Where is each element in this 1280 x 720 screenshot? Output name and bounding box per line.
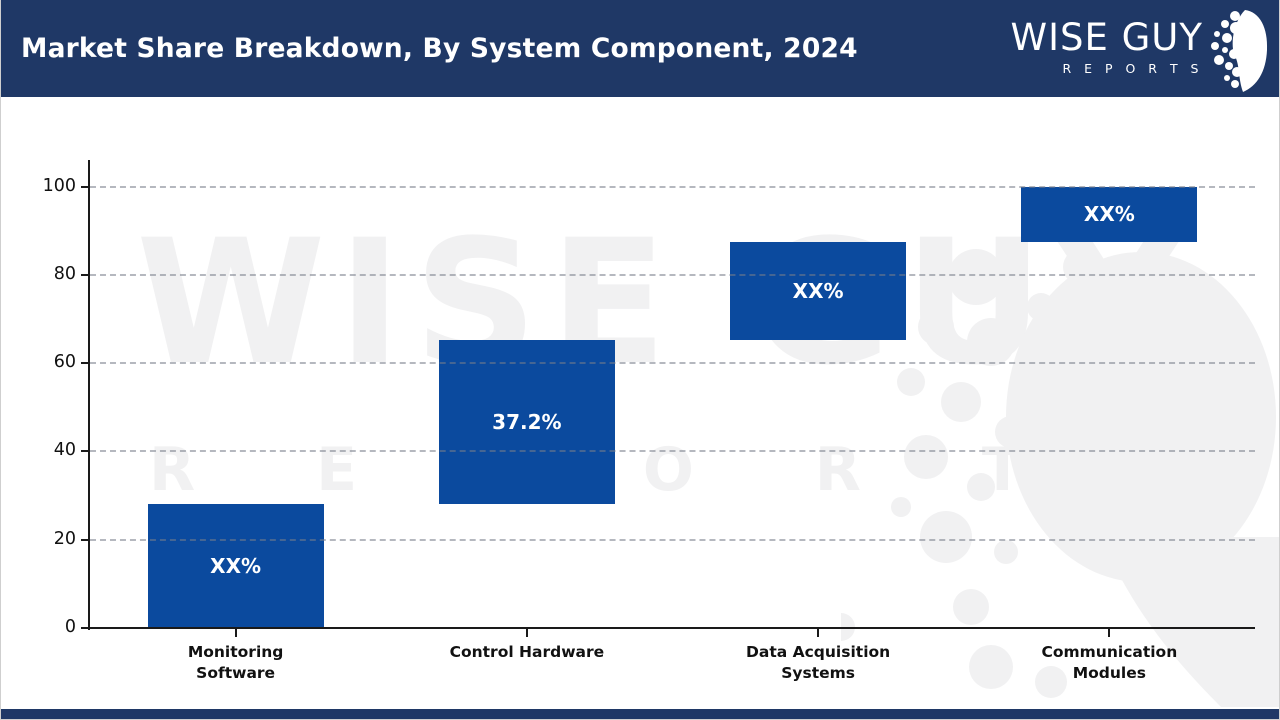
x-tick-mark-1: [234, 629, 237, 637]
y-tick-mark-80: [81, 273, 90, 276]
y-tick-mark-60: [81, 362, 90, 365]
gridline-60: [90, 362, 1255, 365]
gridline-40: [90, 450, 1255, 453]
y-tick-label-80: 80: [53, 263, 76, 284]
footer-bar: [1, 709, 1279, 719]
chart-title: Market Share Breakdown, By System Compon…: [21, 33, 858, 64]
y-tick-mark-100: [81, 185, 90, 188]
x-axis-label: Monitoring Software: [187, 643, 284, 682]
x-axis-line: [88, 627, 1255, 629]
logo-subtext: R E P O R T S: [1062, 61, 1203, 76]
y-tick-label-100: 100: [42, 175, 76, 196]
wiseguy-logo: WISE GUY R E P O R T S: [1009, 4, 1269, 94]
logo-wordmark: WISE GUY: [1010, 16, 1203, 59]
gridline-100: [90, 185, 1255, 188]
y-axis-line: [88, 159, 90, 630]
bar-value-label: XX%: [792, 278, 844, 303]
x-axis-label: Control Hardware: [449, 643, 605, 661]
bar-data-acquisition-systems: XX%: [730, 241, 907, 341]
gridline-20: [90, 538, 1255, 541]
y-tick-label-40: 40: [53, 440, 76, 461]
logo-face-icon: [1211, 10, 1268, 92]
header: Market Share Breakdown, By System Compon…: [1, 0, 1279, 97]
y-tick-label-0: 0: [64, 617, 76, 637]
bar-monitoring-software: XX%: [147, 504, 324, 628]
x-tick-mark-2: [525, 629, 528, 637]
bar-value-label: 37.2%: [492, 410, 562, 435]
y-tick-label-60: 60: [53, 352, 76, 373]
bar-value-label: XX%: [1083, 202, 1135, 227]
x-axis-label: Data Acquisition Systems: [746, 643, 891, 682]
bar-control-hardware: 37.2%: [438, 340, 615, 505]
bar-value-label: XX%: [210, 554, 262, 579]
logo-text: WISE GUY R E P O R T S: [1010, 16, 1203, 77]
gridline-80: [90, 273, 1255, 276]
x-axis-label: Communication Modules: [1041, 643, 1178, 682]
y-tick-label-20: 20: [53, 528, 76, 549]
watermark-wordmark: WISE GUY: [136, 202, 1193, 403]
y-tick-mark-20: [81, 538, 90, 541]
y-tick-mark-40: [81, 450, 90, 453]
y-tick-mark-0: [81, 627, 90, 629]
watermark-face-icon: [841, 249, 1279, 707]
x-tick-mark-3: [817, 629, 820, 637]
bar-communication-modules: XX%: [1021, 186, 1198, 242]
x-tick-mark-4: [1108, 629, 1111, 637]
plot-area: WISE GUY R E P O R T S 0 20 40 60 80 100 XX% 3…: [1, 97, 1279, 710]
